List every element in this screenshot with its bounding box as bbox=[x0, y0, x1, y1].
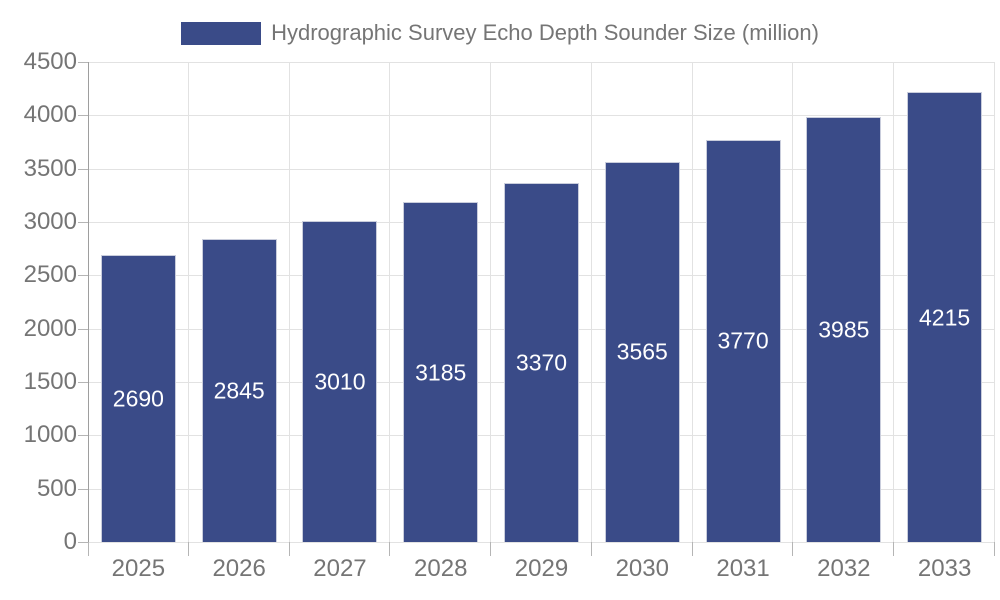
y-tick-mark bbox=[78, 168, 88, 170]
legend-swatch bbox=[181, 21, 262, 45]
bar-2033[interactable]: 4215 bbox=[907, 92, 983, 542]
y-tick-label: 1000 bbox=[23, 421, 77, 449]
x-tick-label-2031: 2031 bbox=[716, 555, 770, 582]
y-tick-label: 3500 bbox=[23, 154, 77, 182]
y-tick-label: 500 bbox=[36, 474, 77, 502]
v-gridline bbox=[691, 62, 693, 542]
bar-2028[interactable]: 3185 bbox=[403, 202, 479, 542]
x-tick-mark bbox=[389, 542, 391, 556]
bar-2027[interactable]: 3010 bbox=[302, 220, 378, 542]
v-gridline bbox=[389, 62, 391, 542]
legend[interactable]: Hydrographic Survey Echo Depth Sounder S… bbox=[0, 20, 1000, 46]
x-tick-mark bbox=[994, 542, 995, 556]
y-tick-mark bbox=[78, 488, 88, 490]
bar-value-label: 3010 bbox=[314, 368, 366, 395]
x-tick-label-2026: 2026 bbox=[212, 555, 266, 582]
bar-value-label: 3770 bbox=[717, 327, 769, 354]
bar-value-label: 3185 bbox=[415, 359, 467, 386]
y-tick-label: 2500 bbox=[23, 261, 77, 289]
v-gridline bbox=[288, 62, 290, 542]
bar-value-label: 2845 bbox=[213, 377, 265, 404]
bar-2031[interactable]: 3770 bbox=[705, 139, 781, 542]
x-tick-mark bbox=[792, 542, 794, 556]
x-tick-label-2025: 2025 bbox=[111, 555, 166, 582]
y-tick-mark bbox=[78, 382, 88, 383]
y-axis-line bbox=[88, 62, 89, 556]
h-gridline bbox=[88, 62, 995, 63]
x-tick-label-2027: 2027 bbox=[313, 555, 367, 582]
h-gridline bbox=[88, 115, 995, 117]
x-tick-mark bbox=[490, 542, 492, 556]
x-tick-label-2028: 2028 bbox=[414, 555, 468, 582]
y-tick-label: 1500 bbox=[23, 368, 77, 395]
y-tick-mark bbox=[78, 115, 88, 117]
x-tick-mark bbox=[288, 542, 290, 556]
x-tick-mark bbox=[88, 542, 89, 556]
bar-value-label: 3565 bbox=[616, 338, 668, 365]
y-tick-label: 4500 bbox=[23, 48, 77, 75]
y-tick-label: 3000 bbox=[23, 208, 77, 235]
v-gridline bbox=[590, 62, 592, 542]
plot-area: 0 500 1000 1500 2000 2500 3000 3500 4000 4500 2690… bbox=[24, 50, 995, 582]
bar-2030[interactable]: 3565 bbox=[604, 161, 680, 542]
x-tick-mark bbox=[590, 542, 592, 556]
x-tick-label-2029: 2029 bbox=[514, 555, 569, 582]
v-gridline bbox=[893, 62, 895, 542]
x-tick-mark bbox=[691, 542, 693, 556]
x-tick-mark bbox=[893, 542, 895, 556]
bar-2029[interactable]: 3370 bbox=[504, 182, 579, 542]
y-tick-mark bbox=[78, 542, 88, 543]
y-tick-mark bbox=[78, 62, 88, 63]
x-tick-label-2033: 2033 bbox=[917, 555, 972, 582]
legend-label: Hydrographic Survey Echo Depth Sounder S… bbox=[271, 20, 819, 45]
bar-2026[interactable]: 2845 bbox=[201, 238, 277, 542]
x-tick-label-2030: 2030 bbox=[615, 555, 669, 582]
bar-2025[interactable]: 2690 bbox=[100, 255, 176, 542]
bar-value-label: 3370 bbox=[515, 349, 568, 376]
y-tick-mark bbox=[78, 222, 88, 223]
x-tick-mark bbox=[187, 542, 189, 556]
y-tick-mark bbox=[78, 328, 88, 330]
v-gridline bbox=[994, 62, 995, 542]
v-gridline bbox=[792, 62, 794, 542]
x-tick-label-2032: 2032 bbox=[817, 555, 871, 582]
bar-value-label: 3985 bbox=[818, 316, 870, 343]
h-gridline bbox=[88, 542, 995, 543]
v-gridline bbox=[490, 62, 492, 542]
y-tick-label: 2000 bbox=[23, 314, 77, 342]
bar-value-label: 4215 bbox=[919, 304, 971, 331]
y-tick-label: 0 bbox=[63, 528, 77, 555]
y-tick-mark bbox=[78, 275, 88, 277]
y-tick-label: 4000 bbox=[23, 101, 77, 129]
y-tick-mark bbox=[78, 435, 88, 437]
h-gridline bbox=[88, 168, 995, 170]
bar-2032[interactable]: 3985 bbox=[806, 116, 882, 542]
v-gridline bbox=[187, 62, 189, 542]
bar-value-label: 2690 bbox=[112, 385, 164, 412]
